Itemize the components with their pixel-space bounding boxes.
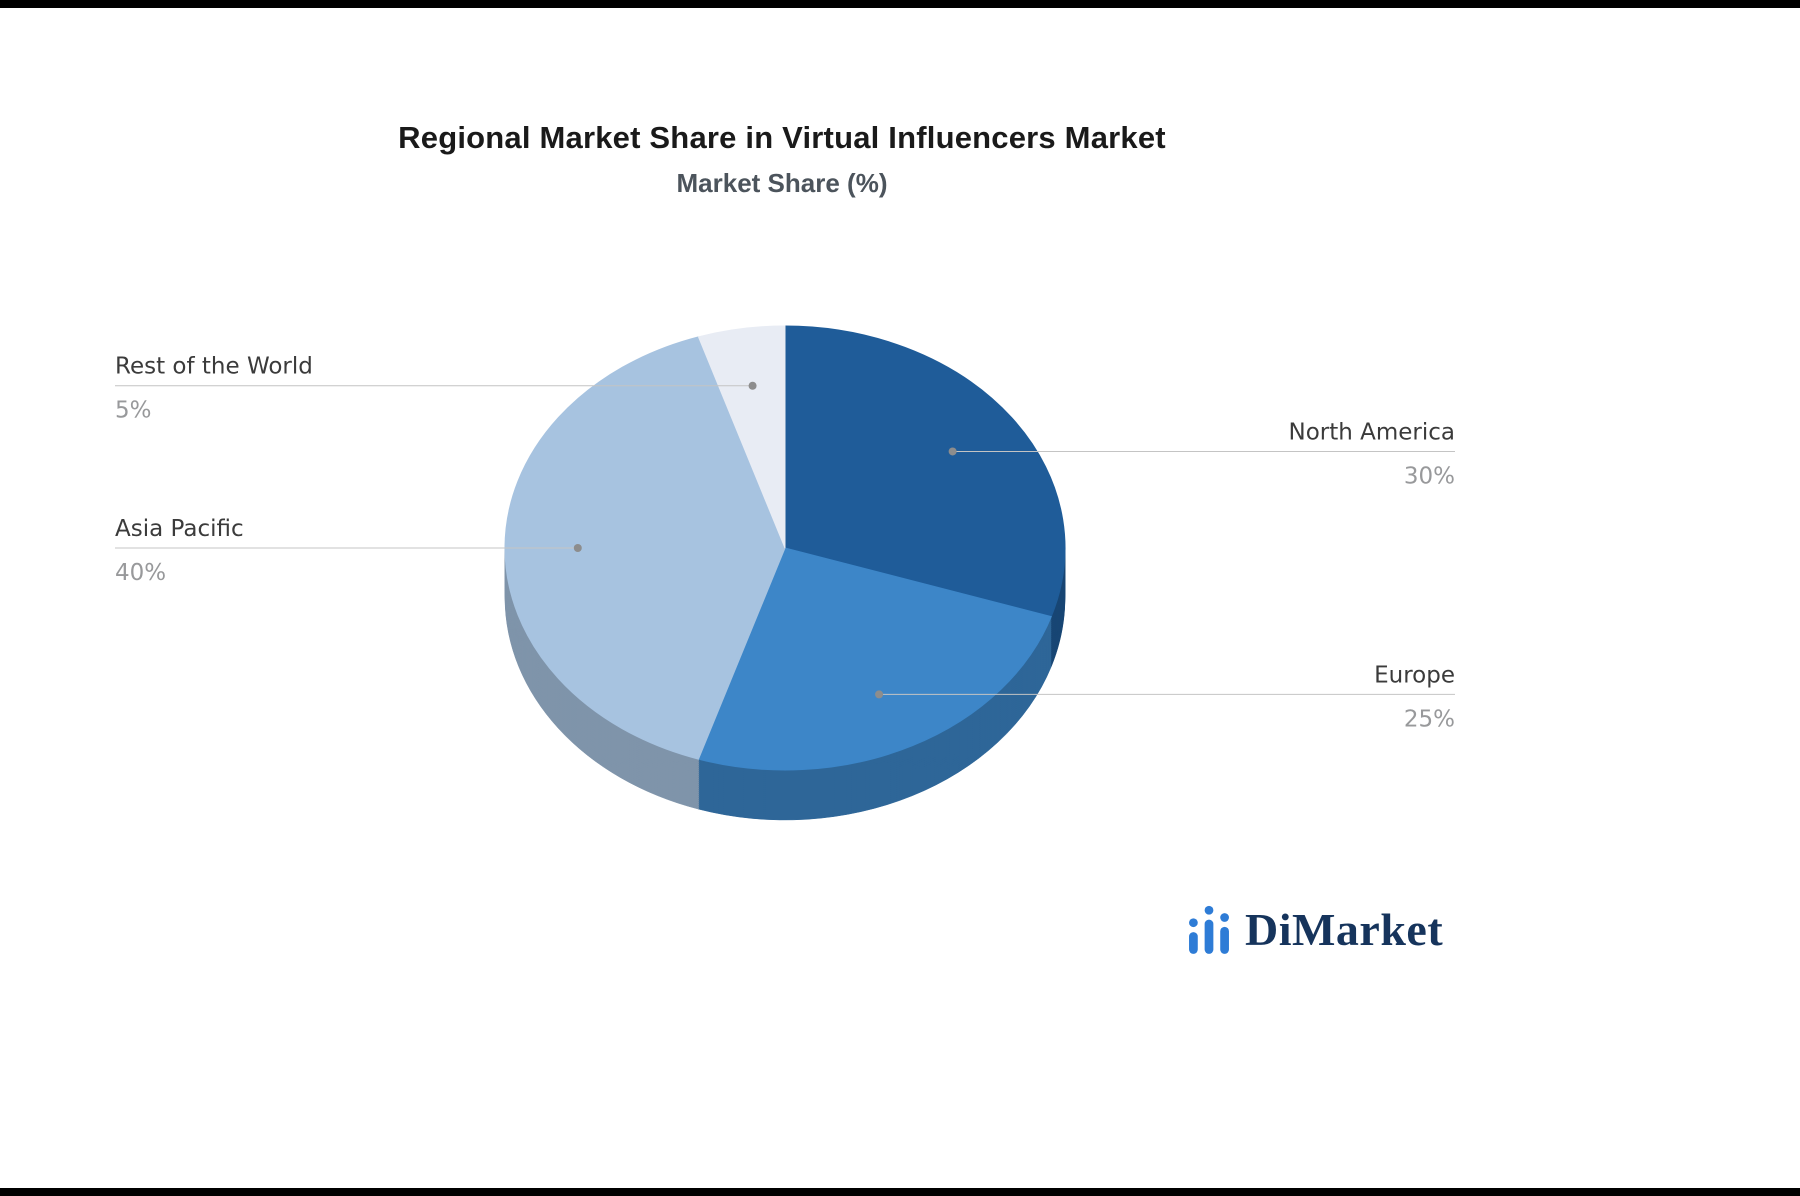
leader-dot-europe — [875, 690, 884, 699]
slice-value-rest-of-the-world: 5% — [115, 398, 152, 424]
pie-slice-north-america[interactable] — [784, 325, 1066, 618]
slice-label-north-america: North America — [1288, 419, 1455, 445]
leader-dot-asia-pacific — [573, 544, 582, 552]
chart-title: Regional Market Share in Virtual Influen… — [398, 120, 1166, 155]
bar-chart-icon — [1189, 905, 1229, 954]
brand-logo: DiMarket — [1185, 903, 1443, 956]
bottom-border — [0, 1188, 1800, 1196]
slice-value-asia-pacific: 40% — [115, 560, 166, 586]
pie-slice-rest-of-the-world[interactable] — [697, 325, 786, 549]
slice-value-europe: 25% — [1404, 706, 1455, 732]
slice-label-europe: Europe — [1374, 662, 1455, 688]
slice-value-north-america: 30% — [1404, 463, 1455, 489]
slice-label-asia-pacific: Asia Pacific — [115, 516, 244, 542]
top-border — [0, 0, 1800, 8]
pie-slice-europe[interactable] — [697, 547, 1052, 771]
slice-label-rest-of-the-world: Rest of the World — [115, 354, 313, 380]
leader-dot-north-america — [948, 447, 957, 456]
chart-subtitle: Market Share (%) — [676, 168, 888, 198]
brand-name: DiMarket — [1245, 904, 1444, 955]
leader-dot-rest-of-the-world — [748, 381, 757, 390]
